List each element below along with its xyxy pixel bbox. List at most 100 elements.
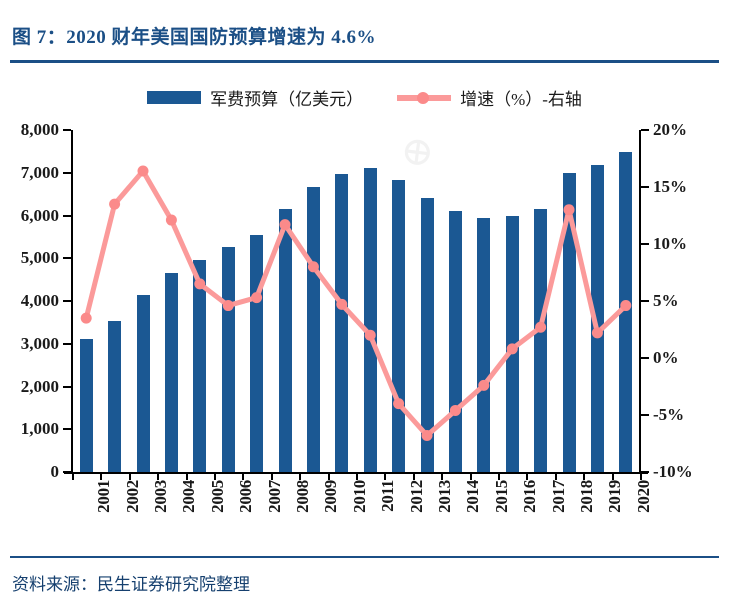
bar-2009	[306, 186, 320, 472]
plot-area	[72, 130, 642, 480]
x-axis-tick	[611, 472, 614, 480]
bar-2018	[562, 172, 576, 472]
y-axis-right-line	[639, 130, 641, 473]
x-axis-tick	[498, 472, 500, 480]
x-axis-tick	[185, 472, 188, 480]
y-axis-left-tick-label: 3,000	[20, 333, 59, 353]
chart-container: ⊗ 0 1,000 2,000 3,000 4,000 5,000 6,000 7,000 8,…	[0, 118, 729, 518]
x-axis-tick	[554, 472, 557, 480]
y-axis-right-tick-label: -5%	[653, 405, 685, 424]
x-axis-label-2007: 2007	[264, 480, 284, 513]
y-axis-right-tick	[641, 129, 649, 131]
y-axis-left-tick	[63, 214, 71, 217]
x-axis-label-2017: 2017	[548, 480, 568, 513]
y-axis-left-tick	[63, 428, 71, 431]
bar-2004	[164, 273, 178, 472]
bar-2012	[392, 179, 406, 472]
y-axis-left-tick	[63, 257, 71, 260]
chart-legend: 军费预算（亿美元） 增速（%）-右轴	[0, 85, 729, 110]
x-axis-label-2020: 2020	[633, 480, 653, 513]
y-axis-left-tick	[63, 342, 71, 345]
x-axis-label-2008: 2008	[293, 480, 312, 513]
bar-2017	[534, 208, 548, 472]
y-axis-left-tick-label: 0	[50, 462, 60, 481]
x-axis-tick	[583, 472, 586, 480]
page-title: 图 7：2020 财年美国国防预算增速为 4.6%	[12, 27, 377, 48]
y-axis-right-tick	[641, 414, 649, 416]
bar-2003	[136, 294, 150, 472]
y-axis-left-tick-label: 4,000	[20, 291, 59, 310]
growth-marker-2003	[137, 165, 149, 177]
y-axis-right-tick-label: -10%	[653, 462, 693, 481]
x-axis-tick	[384, 472, 387, 480]
y-axis-right-tick-label: 20%	[653, 120, 687, 139]
title-divider	[10, 60, 719, 63]
y-axis-left-tick-label: 7,000	[20, 162, 59, 182]
y-axis-left-tick	[63, 471, 71, 473]
y-axis-left-tick-label: 6,000	[20, 205, 59, 225]
line-series-layer	[80, 165, 632, 442]
x-axis-tick	[270, 472, 273, 480]
x-axis-tick	[100, 472, 103, 480]
y-axis-right-tick	[641, 357, 649, 359]
x-axis-tick	[128, 472, 131, 480]
legend-line-swatch-icon	[397, 91, 452, 104]
legend-item-label: 军费预算（亿美元）	[210, 90, 364, 109]
x-axis-tick	[214, 472, 216, 480]
x-axis-label-2011: 2011	[378, 480, 398, 512]
x-axis-label-2001: 2001	[94, 480, 114, 513]
legend-item-label: 增速（%）-右轴	[460, 90, 582, 109]
x-axis-tick	[356, 472, 358, 480]
x-axis-tick	[242, 472, 245, 480]
y-axis-left-tick	[63, 300, 71, 302]
x-axis-label-2004: 2004	[179, 480, 199, 513]
x-axis-label-2013: 2013	[435, 480, 454, 513]
bar-2014	[448, 211, 462, 472]
bar-2001	[79, 339, 93, 472]
x-axis-label-2006: 2006	[236, 480, 256, 513]
bar-2020	[619, 152, 633, 472]
bar-2008	[278, 208, 292, 472]
x-axis-tick	[526, 472, 529, 480]
y-axis-left-tick-label: 5,000	[20, 248, 59, 268]
bar-2002	[108, 321, 122, 472]
bar-2019	[590, 165, 604, 472]
y-axis-left-tick	[63, 129, 71, 131]
x-axis-label-2018: 2018	[577, 480, 596, 513]
x-axis-tick	[469, 472, 472, 480]
x-axis-label-2014: 2014	[463, 480, 483, 513]
x-axis-tick	[412, 472, 415, 480]
x-axis-label-2016: 2016	[520, 480, 540, 513]
x-axis-label-2019: 2019	[605, 480, 625, 513]
footer-divider	[10, 556, 719, 558]
growth-marker-2001	[80, 312, 92, 324]
y-axis-left-tick-label: 2,000	[20, 376, 59, 396]
bar-2016	[505, 215, 519, 472]
legend-item-growth: 增速（%）-右轴	[397, 85, 582, 110]
legend-item-budget: 军费预算（亿美元）	[147, 85, 363, 110]
y-axis-right-tick-label: 5%	[653, 291, 679, 310]
x-axis-label-2009: 2009	[321, 480, 341, 513]
x-axis-tick	[640, 472, 642, 480]
y-axis-right-tick	[641, 300, 649, 302]
y-axis-right-tick-label: 10%	[653, 234, 687, 253]
bar-2011	[363, 167, 377, 472]
y-axis-left-tick	[63, 171, 71, 174]
x-axis-tick	[327, 472, 330, 480]
bar-2007	[250, 234, 264, 472]
y-axis-left-line	[71, 130, 73, 473]
y-axis-left-tick	[63, 385, 71, 388]
x-axis-label-2003: 2003	[151, 480, 170, 513]
bar-2010	[335, 173, 349, 472]
x-axis-label-2002: 2002	[122, 480, 142, 513]
source-note: 资料来源：民生证券研究院整理	[12, 575, 250, 594]
bar-2015	[477, 217, 491, 472]
y-axis-left-tick-label: 1,000	[20, 419, 59, 439]
x-axis-tick	[299, 472, 302, 480]
x-axis-tick	[441, 472, 444, 480]
bar-2006	[221, 246, 235, 472]
x-axis-label-2012: 2012	[406, 480, 426, 513]
x-axis-label-2015: 2015	[491, 480, 511, 513]
x-axis-tick	[72, 472, 74, 480]
x-axis-label-2005: 2005	[207, 480, 227, 513]
